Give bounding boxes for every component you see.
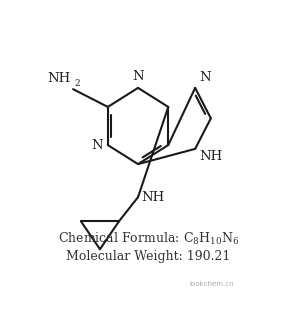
Text: NH: NH — [141, 191, 165, 204]
Text: N: N — [199, 71, 211, 84]
Text: Molecular Weight: 190.21: Molecular Weight: 190.21 — [66, 250, 230, 263]
Text: 2: 2 — [74, 79, 80, 88]
Text: N: N — [132, 70, 144, 83]
Text: Chemical Formula: $\mathregular{C_8H_{10}N_6}$: Chemical Formula: $\mathregular{C_8H_{10… — [58, 231, 239, 247]
Text: NH: NH — [48, 72, 71, 85]
Text: lookchem.cn: lookchem.cn — [190, 281, 234, 287]
Text: NH: NH — [199, 150, 223, 163]
Text: N: N — [91, 139, 103, 151]
